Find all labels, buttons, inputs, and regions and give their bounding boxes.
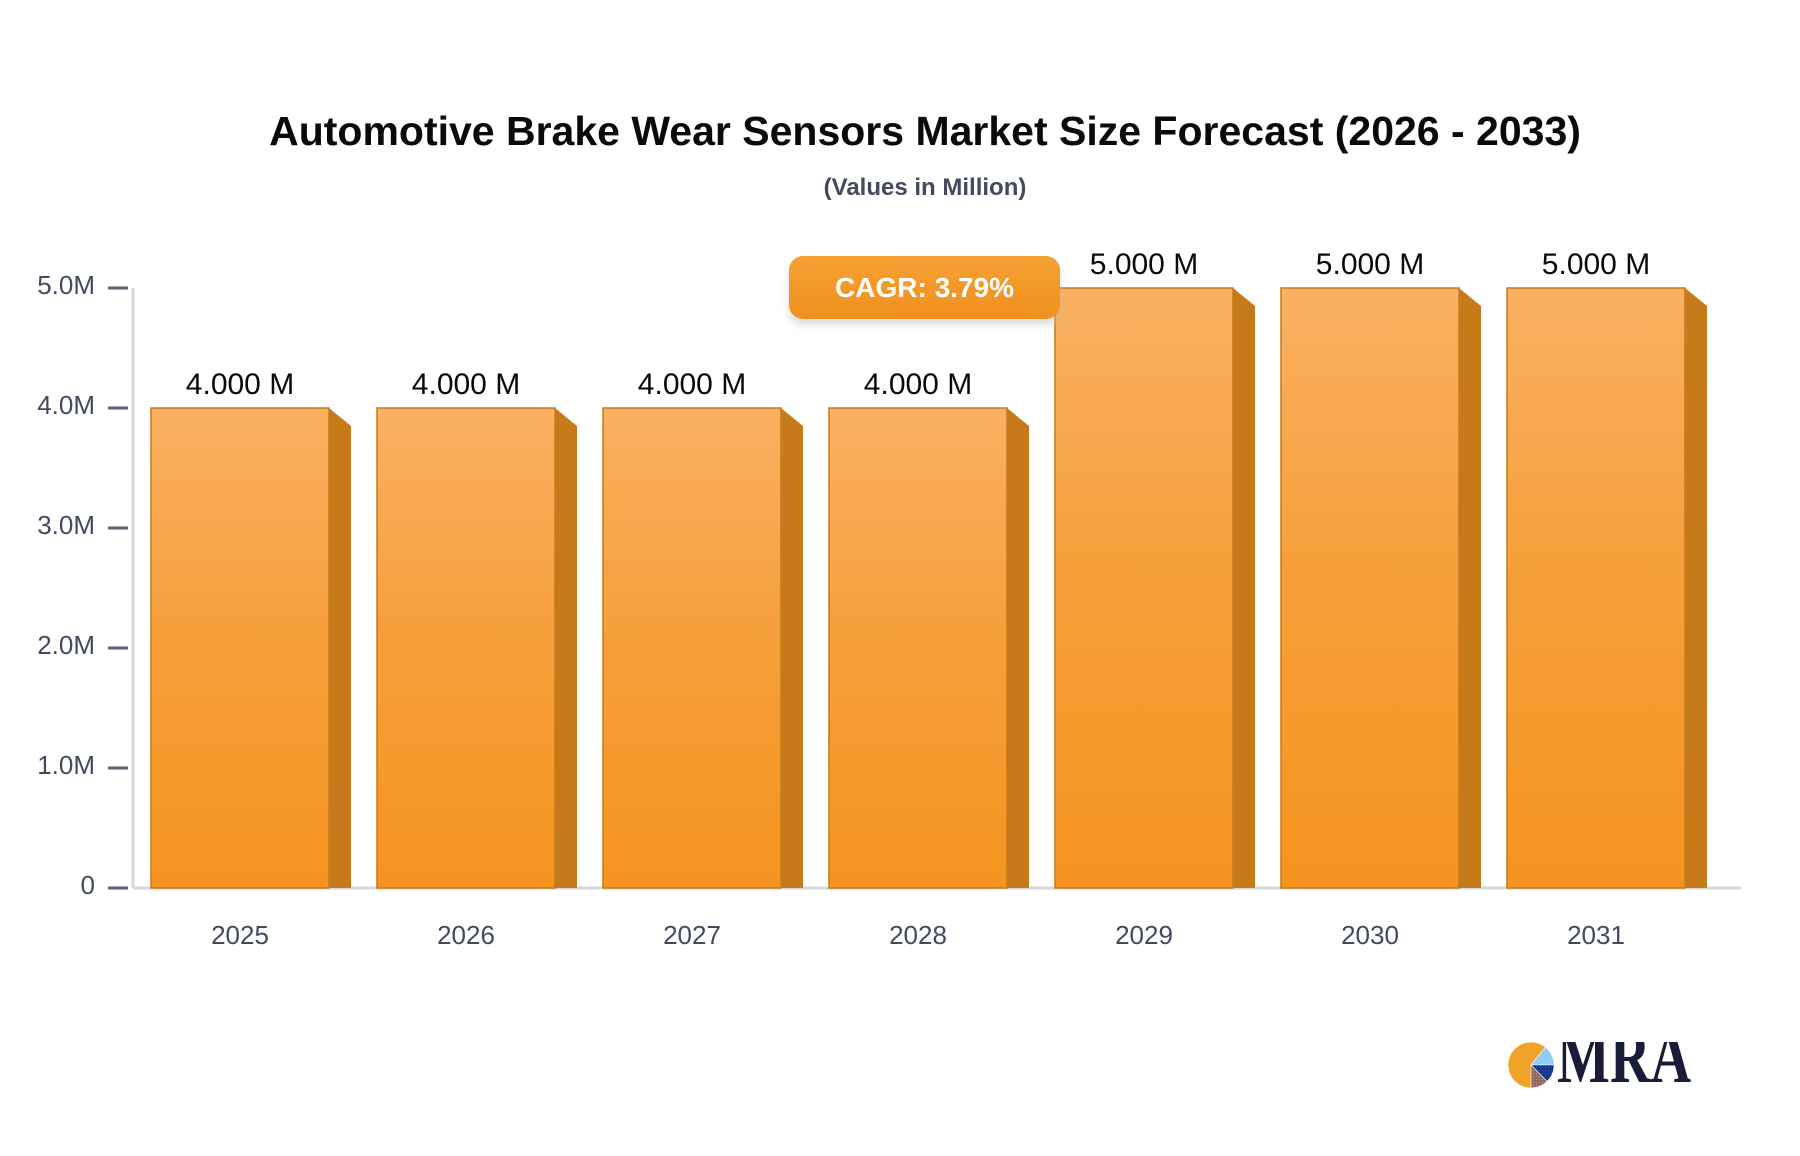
svg-text:MRA: MRA xyxy=(1557,1042,1691,1099)
